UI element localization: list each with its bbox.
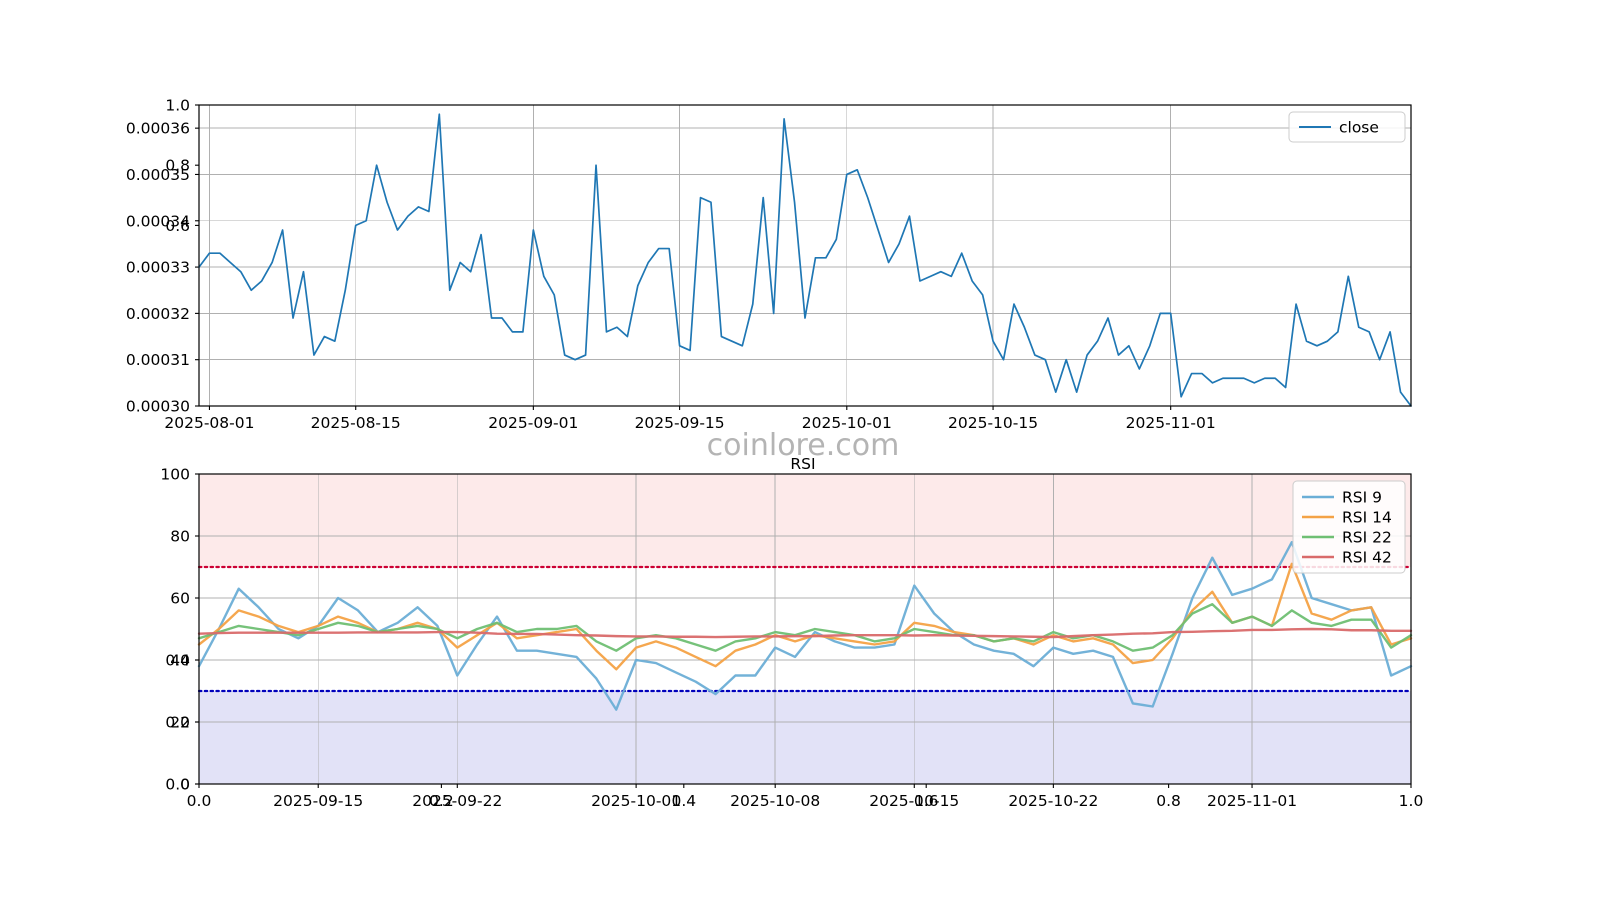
rsi-secondary-y-tick-label: 0.4: [165, 652, 190, 670]
price-tick-marks: [195, 104, 1172, 410]
price-secondary-y-axis-labels: 0.6 0.8 1.0: [165, 97, 190, 235]
price-x-tick-label: 2025-08-01: [164, 414, 254, 432]
rsi-secondary-x-axis-labels: 0.0 0.2 0.4 0.6 0.8 1.0: [187, 792, 1424, 810]
rsi-x-tick-label: 2025-10-22: [1008, 792, 1098, 810]
rsi-y-tick-label: 80: [170, 528, 190, 546]
price-x-tick-label: 2025-10-15: [948, 414, 1038, 432]
price-y-axis-labels: 0.00030 0.00031 0.00032 0.00033 0.00034 0.000…: [126, 120, 190, 416]
price-x-tick-label: 2025-09-15: [635, 414, 725, 432]
rsi-x-tick-label: 2025-09-22: [412, 792, 502, 810]
price-x-tick-label: 2025-08-15: [311, 414, 401, 432]
price-axes-frame: [198, 104, 1412, 407]
rsi-series-rsi-22: [197, 603, 1413, 652]
price-legend-label-close: close: [1339, 119, 1379, 137]
price-secondary-y-tick-label: 0.8: [165, 157, 190, 175]
rsi-series-rsi-9: [197, 541, 1413, 711]
rsi-x-tick-label: 2025-10-15: [869, 792, 959, 810]
rsi-secondary-x-tick-label: 0.8: [1156, 792, 1181, 810]
rsi-y-tick-label: 40: [170, 652, 190, 670]
rsi-legend-label-rsi-42: RSI 42: [1342, 549, 1392, 567]
price-x-tick-label: 2025-09-01: [488, 414, 578, 432]
price-legend[interactable]: close: [1288, 111, 1406, 143]
price-y-tick-label: 0.00036: [126, 120, 190, 138]
rsi-x-tick-label: 2025-10-08: [730, 792, 820, 810]
rsi-secondary-y-tick-label: 0.2: [165, 714, 190, 732]
watermark-coinlore: coinlore.com: [707, 428, 900, 463]
rsi-x-tick-label: 2025-11-01: [1207, 792, 1297, 810]
rsi-y-tick-label: 20: [170, 714, 190, 732]
rsi-secondary-x-tick-label: 0.0: [187, 792, 212, 810]
rsi-legend-label-rsi-22: RSI 22: [1342, 529, 1392, 547]
price-y-tick-label: 0.00034: [126, 212, 190, 230]
rsi-series-group: [197, 541, 1413, 711]
rsi-tick-marks: [195, 473, 1412, 788]
rsi-legend[interactable]: RSI 9 RSI 14 RSI 22 RSI 42: [1292, 480, 1406, 574]
price-x-axis-labels: 2025-08-01 2025-08-15 2025-09-01 2025-09-15…: [164, 414, 1215, 432]
false: [199, 474, 1411, 567]
false: [199, 691, 1411, 784]
rsi-secondary-x-tick-label: 1.0: [1399, 792, 1424, 810]
price-x-tick-label: 2025-10-01: [802, 414, 892, 432]
price-y-tick-label: 0.00033: [126, 259, 190, 277]
price-y-tick-label: 0.00030: [126, 398, 190, 416]
price-y-tick-label: 0.00031: [126, 351, 190, 369]
rsi-legend-label-rsi-14: RSI 14: [1342, 509, 1392, 527]
rsi-secondary-x-tick-label: 0.6: [914, 792, 939, 810]
rsi-axes-frame: [198, 473, 1412, 785]
price-legend-box[interactable]: [1288, 111, 1406, 143]
rsi-legend-box[interactable]: [1292, 480, 1406, 574]
price-y-tick-label: 0.00035: [126, 166, 190, 184]
rsi-panel-title: RSI: [790, 455, 815, 473]
rsi-x-tick-label: 2025-10-01: [591, 792, 681, 810]
rsi-secondary-x-tick-label: 0.4: [671, 792, 696, 810]
rsi-y-tick-label: 100: [160, 466, 190, 484]
price-series-group: [198, 113, 1412, 407]
price-y-tick-label: 0.00032: [126, 305, 190, 323]
rsi-threshold-bands: [199, 474, 1411, 784]
rsi-secondary-y-axis-labels: 0.0 0.2 0.4: [165, 652, 190, 794]
rsi-series-rsi-42: [197, 627, 1413, 639]
price-secondary-y-tick-label: 0.6: [165, 217, 190, 235]
price-x-tick-label: 2025-11-01: [1126, 414, 1216, 432]
rsi-y-tick-label: 0: [180, 776, 190, 794]
rsi-y-axis-labels: 0 20 40 60 80 100: [160, 466, 190, 794]
price-series-close: [198, 113, 1412, 407]
rsi-x-axis-labels: 2025-09-15 2025-09-22 2025-10-01 2025-10-08…: [273, 792, 1297, 810]
rsi-gridlines: [199, 474, 1411, 784]
price-chart-panel: 0.00030 0.00031 0.00032 0.00033 0.00034 0.000…: [126, 97, 1412, 432]
rsi-x-tick-label: 2025-09-15: [273, 792, 363, 810]
rsi-secondary-y-tick-label: 0.0: [165, 776, 190, 794]
price-secondary-y-tick-label: 1.0: [165, 97, 190, 115]
rsi-secondary-x-tick-label: 0.2: [429, 792, 454, 810]
rsi-y-tick-label: 60: [170, 590, 190, 608]
rsi-legend-label-rsi-9: RSI 9: [1342, 489, 1382, 507]
